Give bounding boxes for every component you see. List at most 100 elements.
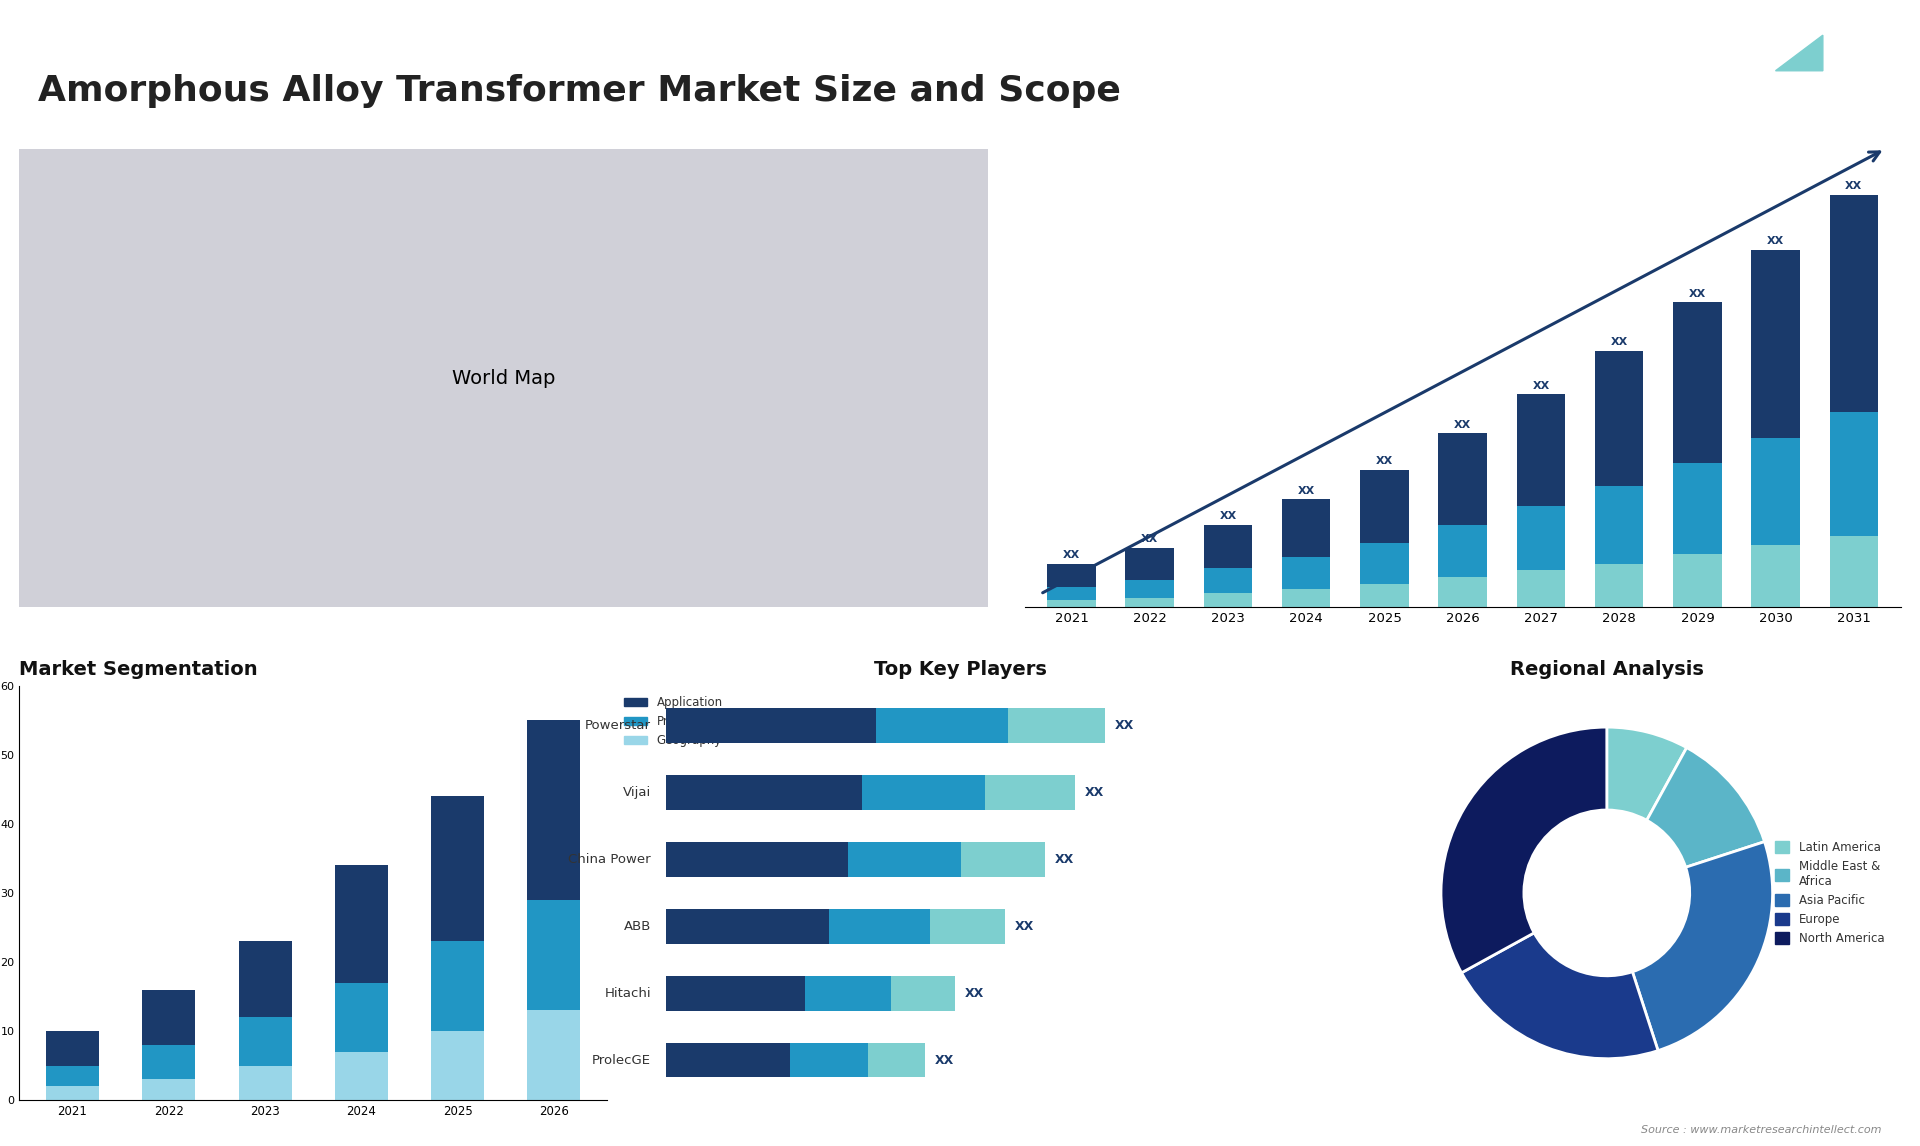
- Text: XX: XX: [1845, 181, 1862, 191]
- Bar: [829, 909, 931, 943]
- Bar: [1046, 564, 1096, 587]
- Bar: [962, 842, 1044, 877]
- Bar: [931, 909, 1004, 943]
- Bar: [666, 775, 862, 810]
- Bar: [666, 1043, 791, 1077]
- Bar: [1517, 394, 1565, 507]
- Bar: [142, 990, 196, 1045]
- Bar: [1359, 584, 1409, 607]
- Bar: [985, 775, 1075, 810]
- Text: XX: XX: [1064, 550, 1081, 560]
- Bar: [528, 1011, 580, 1100]
- Text: XX: XX: [1453, 419, 1471, 430]
- Bar: [432, 1031, 484, 1100]
- Bar: [46, 1066, 100, 1086]
- Text: XX: XX: [1085, 786, 1104, 799]
- Bar: [868, 1043, 925, 1077]
- Bar: [666, 909, 829, 943]
- Bar: [1596, 351, 1644, 486]
- Wedge shape: [1442, 727, 1607, 973]
- Bar: [666, 708, 877, 743]
- Text: XX: XX: [1611, 337, 1628, 347]
- Bar: [1672, 463, 1722, 555]
- Bar: [1596, 486, 1644, 564]
- Bar: [46, 1031, 100, 1066]
- Bar: [666, 842, 849, 877]
- Bar: [142, 1045, 196, 1080]
- Bar: [1438, 433, 1486, 525]
- Bar: [528, 900, 580, 1011]
- Bar: [334, 983, 388, 1052]
- Text: Hitachi: Hitachi: [605, 987, 651, 999]
- Text: XX: XX: [1377, 456, 1394, 466]
- Text: XX: XX: [1054, 853, 1073, 866]
- Bar: [1359, 543, 1409, 584]
- Text: Powerstar: Powerstar: [586, 720, 651, 732]
- Bar: [1046, 587, 1096, 601]
- Text: XX: XX: [1016, 920, 1035, 933]
- Bar: [1672, 303, 1722, 463]
- Bar: [849, 842, 962, 877]
- Bar: [46, 1086, 100, 1100]
- Text: XX: XX: [1298, 486, 1315, 496]
- Bar: [1517, 507, 1565, 571]
- Polygon shape: [1776, 36, 1822, 71]
- Bar: [238, 941, 292, 1018]
- Wedge shape: [1647, 747, 1764, 868]
- Text: XX: XX: [1532, 380, 1549, 391]
- Text: XX: XX: [1140, 534, 1158, 544]
- Bar: [1359, 470, 1409, 543]
- Bar: [1830, 536, 1878, 607]
- Text: World Map: World Map: [451, 369, 555, 387]
- Bar: [1125, 598, 1173, 607]
- Bar: [1125, 548, 1173, 580]
- Wedge shape: [1607, 727, 1686, 821]
- Text: China Power: China Power: [568, 853, 651, 866]
- Bar: [862, 775, 985, 810]
- Bar: [1283, 589, 1331, 607]
- Bar: [142, 1080, 196, 1100]
- Bar: [1204, 525, 1252, 568]
- Bar: [1125, 580, 1173, 598]
- Title: Top Key Players: Top Key Players: [874, 660, 1046, 678]
- Text: Amorphous Alloy Transformer Market Size and Scope: Amorphous Alloy Transformer Market Size …: [38, 74, 1121, 109]
- Text: MARKET
RESEARCH
INTELLECT: MARKET RESEARCH INTELLECT: [1812, 80, 1866, 113]
- Wedge shape: [1632, 841, 1772, 1051]
- Bar: [1517, 571, 1565, 607]
- Bar: [432, 941, 484, 1031]
- Text: XX: XX: [1690, 289, 1707, 299]
- Text: XX: XX: [1219, 511, 1236, 521]
- Bar: [1283, 557, 1331, 589]
- Polygon shape: [1645, 36, 1795, 127]
- Bar: [238, 1018, 292, 1066]
- Bar: [1046, 601, 1096, 607]
- Bar: [238, 1066, 292, 1100]
- Bar: [1283, 500, 1331, 557]
- Bar: [1204, 568, 1252, 594]
- Text: XX: XX: [935, 1053, 954, 1067]
- Bar: [334, 865, 388, 983]
- Text: ProlecGE: ProlecGE: [591, 1053, 651, 1067]
- Bar: [791, 1043, 868, 1077]
- Bar: [1672, 555, 1722, 607]
- Bar: [1751, 250, 1799, 438]
- Text: Source : www.marketresearchintellect.com: Source : www.marketresearchintellect.com: [1642, 1124, 1882, 1135]
- Bar: [1438, 578, 1486, 607]
- Bar: [528, 720, 580, 900]
- Wedge shape: [1461, 933, 1659, 1059]
- Text: XX: XX: [1766, 236, 1784, 246]
- Text: XX: XX: [1114, 720, 1133, 732]
- Bar: [891, 975, 954, 1011]
- Bar: [1008, 708, 1104, 743]
- Text: Market Segmentation: Market Segmentation: [19, 660, 257, 678]
- Bar: [1204, 594, 1252, 607]
- Bar: [877, 708, 1008, 743]
- Bar: [334, 1052, 388, 1100]
- Bar: [1830, 195, 1878, 413]
- Legend: Application, Product, Geography: Application, Product, Geography: [618, 691, 728, 752]
- Text: Vijai: Vijai: [622, 786, 651, 799]
- Bar: [1751, 438, 1799, 545]
- Bar: [432, 796, 484, 941]
- Bar: [1751, 545, 1799, 607]
- Bar: [804, 975, 891, 1011]
